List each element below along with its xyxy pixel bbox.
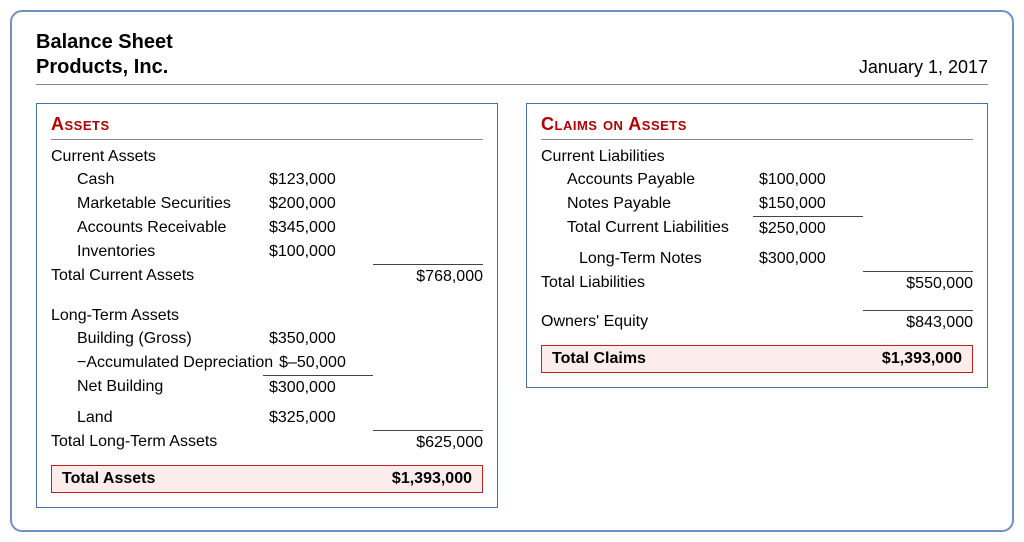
tcl-row: Total Current Liabilities $250,000 [541,216,973,241]
oe-value: $843,000 [863,310,973,335]
accdep-label: −Accumulated Depreciation [51,351,273,375]
np-value: $150,000 [753,192,863,216]
tcl-value: $250,000 [753,216,863,241]
tcl-label: Total Current Liabilities [541,216,729,241]
header: Balance Sheet Products, Inc. January 1, … [36,30,988,85]
np-label: Notes Payable [541,192,671,216]
current-assets-head: Current Assets [51,148,483,166]
accdep-row: −Accumulated Depreciation $–50,000 [51,351,483,375]
header-title: Balance Sheet Products, Inc. [36,30,173,80]
ltn-label: Long-Term Notes [541,247,702,271]
ltn-row: Long-Term Notes $300,000 [541,247,973,271]
ap-value: $100,000 [753,168,863,192]
title-line-2: Products, Inc. [36,55,173,80]
ap-row: Accounts Payable $100,000 [541,168,973,192]
land-label: Land [51,406,113,430]
total-current-value: $768,000 [373,264,483,289]
total-current-row: Total Current Assets $768,000 [51,264,483,289]
assets-title: Assets [51,114,483,140]
total-current-label: Total Current Assets [51,264,194,289]
total-claims-label: Total Claims [552,350,646,368]
netbldg-row: Net Building $300,000 [51,375,483,400]
tl-label: Total Liabilities [541,271,645,296]
lt-assets-head: Long-Term Assets [51,307,483,325]
land-row: Land $325,000 [51,406,483,430]
mktsec-label: Marketable Securities [51,192,231,216]
total-lt-label: Total Long-Term Assets [51,430,217,455]
total-assets-label: Total Assets [62,470,155,488]
total-assets-box: Total Assets $1,393,000 [51,465,483,493]
cash-value: $123,000 [263,168,373,192]
panels-row: Assets Current Assets Cash $123,000 Mark… [36,103,988,508]
mktsec-row: Marketable Securities $200,000 [51,192,483,216]
ltn-value: $300,000 [753,247,863,271]
cash-row: Cash $123,000 [51,168,483,192]
ar-value: $345,000 [263,216,373,240]
tl-value: $550,000 [863,271,973,296]
cash-label: Cash [51,168,114,192]
np-row: Notes Payable $150,000 [541,192,973,216]
bldg-label: Building (Gross) [51,327,192,351]
netbldg-value: $300,000 [263,375,373,400]
header-date: January 1, 2017 [859,57,988,80]
claims-title: Claims on Assets [541,114,973,140]
inv-row: Inventories $100,000 [51,240,483,264]
bldg-row: Building (Gross) $350,000 [51,327,483,351]
oe-row: Owners' Equity $843,000 [541,310,973,335]
assets-panel: Assets Current Assets Cash $123,000 Mark… [36,103,498,508]
bldg-value: $350,000 [263,327,373,351]
total-claims-box: Total Claims $1,393,000 [541,345,973,373]
tl-row: Total Liabilities $550,000 [541,271,973,296]
total-lt-row: Total Long-Term Assets $625,000 [51,430,483,455]
mktsec-value: $200,000 [263,192,373,216]
title-line-1: Balance Sheet [36,30,173,55]
total-lt-value: $625,000 [373,430,483,455]
claims-panel: Claims on Assets Current Liabilities Acc… [526,103,988,388]
land-value: $325,000 [263,406,373,430]
current-liab-head: Current Liabilities [541,148,973,166]
ap-label: Accounts Payable [541,168,695,192]
inv-label: Inventories [51,240,155,264]
ar-row: Accounts Receivable $345,000 [51,216,483,240]
ar-label: Accounts Receivable [51,216,226,240]
total-claims-value: $1,393,000 [646,350,962,368]
total-assets-value: $1,393,000 [155,470,472,488]
accdep-value: $–50,000 [273,351,378,375]
netbldg-label: Net Building [51,375,163,400]
oe-label: Owners' Equity [541,310,648,335]
inv-value: $100,000 [263,240,373,264]
balance-sheet-container: Balance Sheet Products, Inc. January 1, … [10,10,1014,532]
